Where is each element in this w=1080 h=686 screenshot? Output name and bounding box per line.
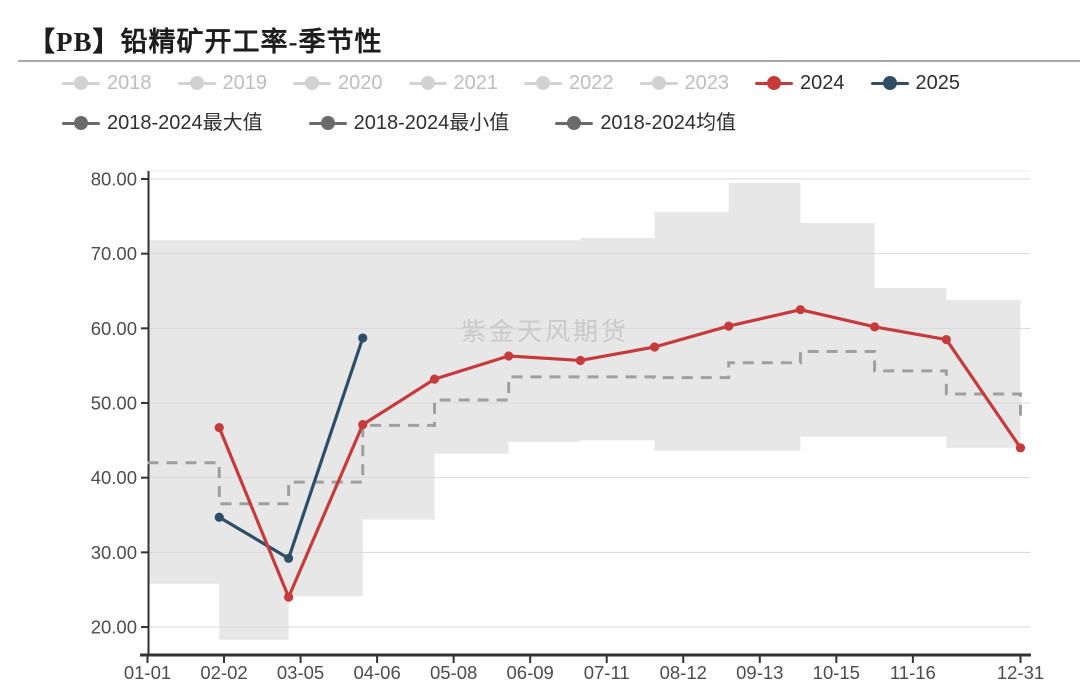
y-tick-label: 40.00	[91, 467, 137, 488]
series-2024	[214, 305, 1026, 602]
x-tick-label: 11-16	[890, 662, 936, 683]
legend-line-dot-icon	[639, 73, 678, 93]
legend-item-2021[interactable]: 2021	[408, 72, 499, 94]
series-2025-marker	[358, 333, 368, 343]
x-tick-label: 10-15	[813, 662, 860, 683]
legend-line-dot-icon	[555, 113, 594, 133]
series-2024-marker	[941, 334, 951, 345]
y-tick-label: 30.00	[91, 542, 137, 563]
y-tick-label: 50.00	[91, 393, 137, 414]
legend-row-aggregates: 2018-2024最大值 2018-2024最小值 2018-2024均值	[62, 113, 736, 133]
series-2024-marker	[649, 342, 660, 352]
series-2024-marker	[358, 420, 368, 430]
x-tick-label: 07-11	[584, 662, 630, 683]
y-tick-label: 20.00	[91, 617, 137, 638]
x-tick-label: 03-05	[277, 662, 324, 683]
legend-item-2023[interactable]: 2023	[639, 72, 730, 94]
legend-line-dot-icon	[293, 73, 331, 93]
series-2025-marker	[214, 512, 224, 522]
legend-item-max[interactable]: 2018-2024最大值	[62, 113, 263, 133]
mean-line	[147, 349, 1022, 506]
legend-item-2020[interactable]: 2020	[293, 73, 383, 93]
x-tick-label: 05-08	[430, 662, 477, 683]
legend-item-label: 2023	[684, 72, 730, 94]
legend-item-label: 2018-2024最小值	[353, 112, 510, 134]
legend-item-label: 2021	[453, 72, 499, 94]
legend-item-label: 2025	[915, 72, 961, 94]
legend-item-2025[interactable]: 2025	[870, 72, 961, 94]
legend-line-dot-icon	[308, 113, 347, 133]
legend-line-dot-icon	[408, 73, 447, 93]
legend-item-2018[interactable]: 2018	[62, 73, 152, 93]
legend-line-dot-icon	[755, 73, 793, 93]
series-2024-line	[217, 308, 1023, 599]
legend-item-label: 2024	[800, 72, 845, 94]
watermark: 紫金天风期货	[461, 318, 629, 346]
legend-item-2019[interactable]: 2019	[177, 72, 268, 94]
minmax-band	[147, 182, 1021, 640]
legend-line-dot-icon	[524, 73, 562, 93]
legend-item-2022[interactable]: 2022	[524, 73, 614, 93]
series-2024-marker	[429, 374, 440, 384]
series-2024-marker	[870, 322, 880, 332]
legend-line-dot-icon	[62, 113, 100, 133]
y-tick-label: 60.00	[91, 318, 137, 339]
series-2024-marker	[575, 355, 586, 366]
y-tick-label: 80.00	[91, 169, 137, 190]
legend-item-label: 2018-2024最大值	[107, 112, 263, 134]
legend-item-min[interactable]: 2018-2024最小值	[308, 112, 510, 134]
legend-item-label: 2022	[569, 72, 614, 94]
legend-item-label: 2018-2024均值	[600, 112, 736, 134]
legend-line-dot-icon	[177, 73, 216, 93]
x-tick-label: 02-02	[200, 662, 247, 683]
legend-row-years: 2018 2019 2020 2021 2022 2023 2024 2025	[62, 73, 960, 93]
x-tick-label: 09-13	[736, 662, 783, 683]
legend-item-label: 2020	[338, 72, 383, 94]
x-tick-label: 06-09	[507, 662, 554, 683]
x-tick-label: 08-12	[660, 662, 707, 683]
series-2024-marker	[795, 305, 806, 315]
x-tick-label: 04-06	[353, 662, 400, 683]
legend-item-label: 2018	[107, 72, 152, 94]
legend-line-dot-icon	[62, 73, 100, 93]
legend-item-label: 2019	[222, 72, 268, 94]
series-2024-marker	[504, 351, 514, 361]
series-2024-marker	[284, 592, 294, 602]
page-title: 【PB】铅精矿开工率-季节性	[28, 27, 383, 57]
y-tick-label: 70.00	[91, 243, 137, 264]
series-2024-marker	[724, 321, 734, 331]
legend-item-2024[interactable]: 2024	[755, 73, 845, 93]
x-tick-label: 12-31	[997, 662, 1044, 683]
title-divider	[18, 60, 1080, 62]
series-2025	[214, 333, 368, 563]
legend-line-dot-icon	[870, 73, 909, 93]
series-2025-marker	[284, 553, 294, 563]
legend-item-mean[interactable]: 2018-2024均值	[555, 113, 736, 133]
series-2024-marker	[214, 423, 224, 433]
x-tick-label: 01-01	[124, 662, 171, 683]
series-2024-marker	[1015, 443, 1026, 453]
